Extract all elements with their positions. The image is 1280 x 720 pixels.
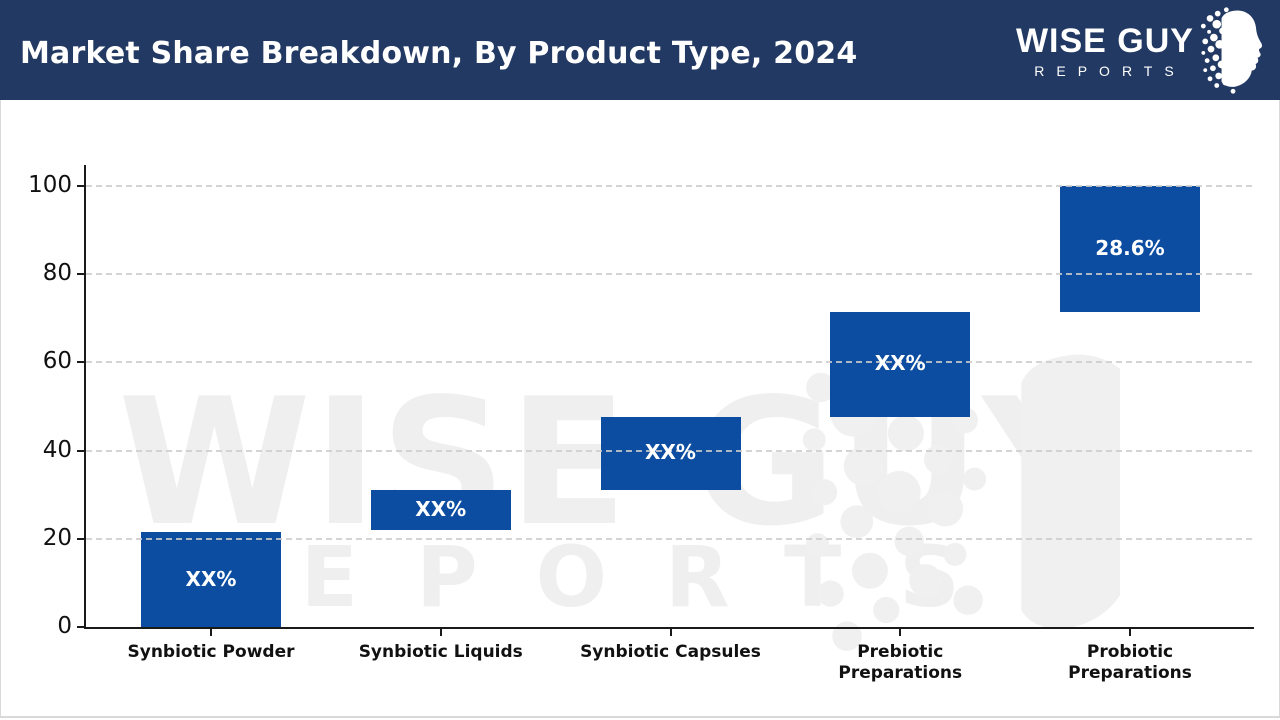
grid-line xyxy=(86,273,1252,276)
y-tick-mark xyxy=(77,273,84,276)
x-axis-line xyxy=(84,627,1254,629)
category-label: Synbiotic Capsules xyxy=(580,642,761,662)
category-label: Synbiotic Powder xyxy=(127,642,295,662)
y-tick-mark xyxy=(77,361,84,364)
y-tick-label: 40 xyxy=(42,436,72,463)
brand-logo-text: WISE GUY REPORTS xyxy=(1015,22,1194,79)
grid-line xyxy=(86,449,1252,452)
bar xyxy=(370,489,511,531)
y-tick-mark xyxy=(77,537,84,540)
y-tick-label: 0 xyxy=(57,613,72,639)
page-title: Market Share Breakdown, By Product Type,… xyxy=(20,36,858,71)
y-tick-mark xyxy=(77,626,84,628)
brand-subtitle: REPORTS xyxy=(1034,62,1186,79)
x-tick-mark xyxy=(899,629,902,636)
page-left-edge xyxy=(0,100,1,718)
plot-area: WISE GUY REPORTS 0 20 40 60 80 100 Synbiotic P… xyxy=(0,100,1280,720)
x-tick-mark xyxy=(669,629,672,636)
bar-label: 28.6% xyxy=(1095,236,1165,261)
grid-line xyxy=(86,185,1252,187)
y-tick-label: 20 xyxy=(42,524,72,551)
category-label: Synbiotic Liquids xyxy=(358,642,523,662)
bar-label: XX% xyxy=(874,351,926,376)
category-label: Probiotic Preparations xyxy=(1068,642,1192,684)
bar xyxy=(600,417,741,490)
y-tick-label: 100 xyxy=(28,172,72,198)
y-tick-label: 80 xyxy=(42,260,72,287)
bar xyxy=(141,532,281,627)
page-bottom-rule xyxy=(0,716,1280,718)
y-axis-line xyxy=(84,165,86,629)
grid-line xyxy=(86,537,1252,540)
category-label: Prebiotic Preparations xyxy=(838,642,963,684)
brand-name: WISE GUY xyxy=(1015,22,1194,61)
y-tick-label: 60 xyxy=(42,348,72,375)
face-dots-logo-icon xyxy=(1200,7,1263,94)
y-tick-mark xyxy=(77,449,84,452)
grid-line xyxy=(86,361,1252,364)
bar-label: XX% xyxy=(185,566,237,591)
x-tick-mark xyxy=(1129,629,1131,636)
bar-label: XX% xyxy=(645,440,696,465)
bar-label: XX% xyxy=(415,497,467,522)
brand-logo: WISE GUY REPORTS xyxy=(1016,6,1272,96)
y-tick-mark xyxy=(77,185,84,187)
header-banner: Market Share Breakdown, By Product Type,… xyxy=(0,0,1280,100)
x-tick-mark xyxy=(439,629,442,636)
bar xyxy=(1060,186,1200,313)
bar xyxy=(830,312,971,417)
x-tick-mark xyxy=(210,629,212,636)
